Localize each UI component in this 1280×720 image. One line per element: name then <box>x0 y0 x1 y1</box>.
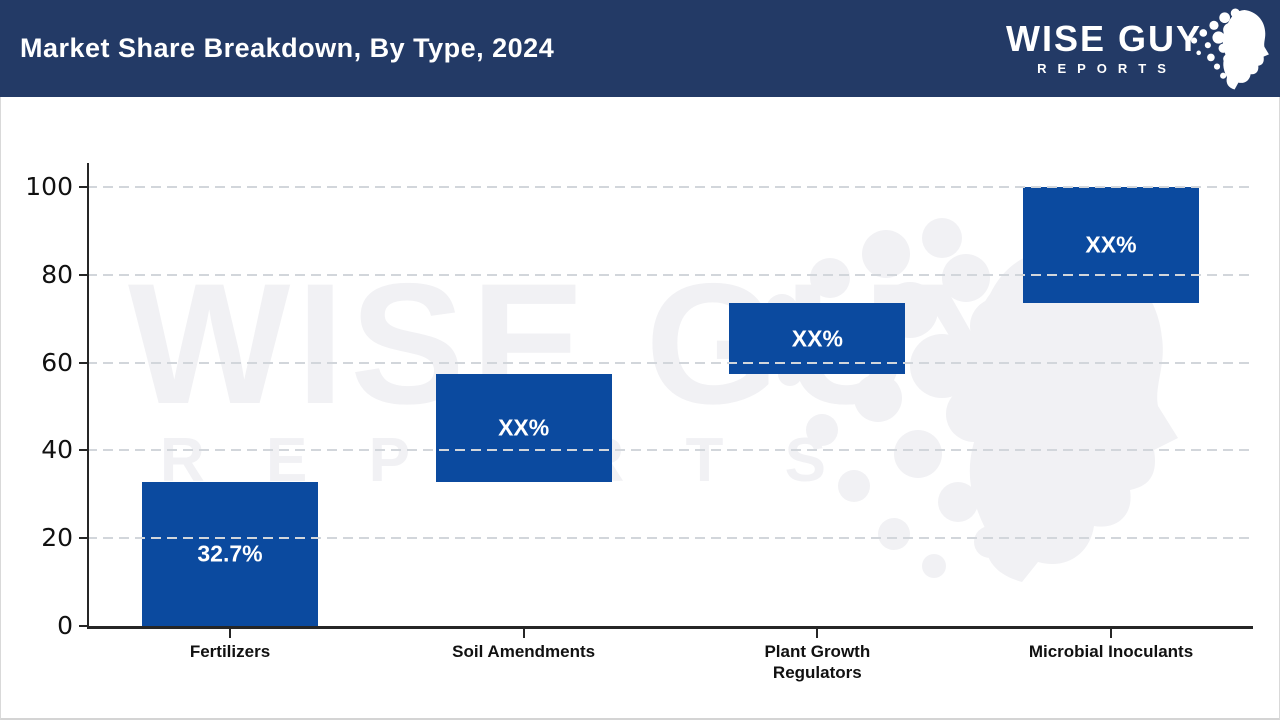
y-tick-mark <box>79 449 87 452</box>
category-label-microbial-inoculants: Microbial Inoculants <box>1028 642 1194 661</box>
chart-title: Market Share Breakdown, By Type, 2024 <box>20 33 555 63</box>
y-tick-label: 80 <box>41 259 73 289</box>
bar-value-label: XX% <box>498 414 550 441</box>
logo-wordmark: WISE GUY REPORTS <box>1005 18 1202 77</box>
y-tick-mark <box>79 361 87 364</box>
gridline-80 <box>87 273 1253 276</box>
x-tick-mark <box>1110 629 1112 638</box>
y-tick-label: 40 <box>41 435 73 465</box>
wiseguy-logo: WISE GUY REPORTS <box>1006 0 1272 97</box>
logo-face-icon <box>1191 8 1269 89</box>
header-bar: Market Share Breakdown, By Type, 2024 WI… <box>0 0 1280 97</box>
gridline-20 <box>87 537 1253 540</box>
watermark-face-graphic <box>766 218 1178 582</box>
gridline-100 <box>87 186 1253 188</box>
y-tick-label: 60 <box>41 347 73 377</box>
y-tick-mark <box>79 273 87 276</box>
category-label-soil-amendments: Soil Amendments <box>452 642 596 661</box>
bar-value-label: 32.7% <box>197 540 263 567</box>
x-tick-mark <box>816 629 819 638</box>
bar-value-label: XX% <box>1085 231 1137 258</box>
x-tick-mark <box>522 629 525 638</box>
y-tick-label: 100 <box>25 172 73 201</box>
bar-fertilizers <box>142 482 318 626</box>
bar-soil-amendments <box>435 374 612 483</box>
bar-value-label: XX% <box>791 325 843 352</box>
category-label-plant-growth-regulators: Plant Growth Regulators <box>764 642 871 682</box>
y-tick-mark <box>79 186 87 188</box>
logo-wordmark-text: WISE GUY <box>1005 18 1202 59</box>
y-tick-mark <box>79 537 87 540</box>
x-tick-mark <box>229 629 231 638</box>
x-axis-line <box>87 626 1253 629</box>
y-tick-mark <box>79 625 87 627</box>
y-axis-line <box>87 163 89 629</box>
bar-microbial-inoculants <box>1023 187 1199 303</box>
category-label-fertilizers: Fertilizers <box>189 642 271 661</box>
y-tick-label: 0 <box>57 611 73 640</box>
logo-subtitle-text: REPORTS <box>1037 61 1177 76</box>
gridline-40 <box>87 449 1253 452</box>
y-tick-label: 20 <box>41 523 73 553</box>
gridline-60 <box>87 361 1253 364</box>
